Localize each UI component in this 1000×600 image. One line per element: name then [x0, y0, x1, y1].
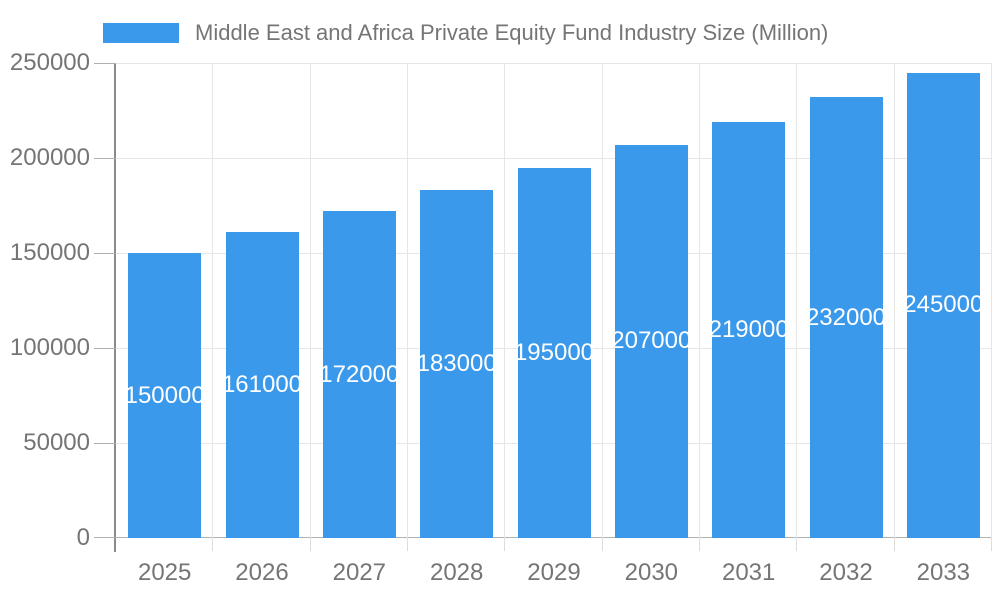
x-axis-label: 2031	[721, 559, 776, 586]
x-axis-label: 2028	[429, 559, 484, 586]
bar[interactable]	[906, 72, 980, 538]
legend-swatch-icon	[103, 23, 179, 43]
x-axis-label: 2027	[332, 559, 387, 586]
bar-value-label: 245000	[903, 291, 984, 319]
y-axis-label: 200000	[9, 144, 90, 171]
x-axis-label: 2029	[527, 559, 581, 586]
y-axis-label: 250000	[9, 49, 90, 76]
y-axis-label: 100000	[9, 334, 90, 361]
y-axis-label: 0	[76, 524, 90, 551]
x-tick	[601, 538, 603, 551]
gridline-vertical	[796, 63, 798, 538]
bar-value-label: 195000	[513, 338, 595, 366]
bar-value-label: 232000	[805, 303, 887, 331]
bar[interactable]	[225, 232, 299, 538]
x-axis-label: 2025	[137, 559, 192, 586]
gridline-vertical	[407, 63, 408, 538]
bar[interactable]	[614, 144, 688, 538]
bar[interactable]	[420, 190, 494, 538]
y-tick	[94, 63, 116, 64]
bar[interactable]	[128, 253, 202, 538]
x-tick	[699, 538, 700, 551]
chart-legend: Middle East and Africa Private Equity Fu…	[0, 0, 1000, 55]
bar[interactable]	[517, 167, 591, 538]
x-tick	[407, 538, 408, 551]
y-tick	[94, 348, 116, 349]
bar[interactable]	[322, 211, 396, 538]
bar[interactable]	[809, 97, 883, 538]
gridline-vertical	[699, 63, 700, 538]
y-axis-line	[114, 63, 116, 552]
gridline-vertical	[309, 63, 311, 538]
gridline-vertical	[212, 63, 214, 538]
gridline-vertical	[893, 63, 895, 538]
bar-value-label: 219000	[708, 315, 789, 343]
x-tick	[893, 538, 895, 551]
bar-value-label: 207000	[611, 327, 692, 355]
bar-value-label: 172000	[319, 360, 400, 388]
bar-value-label: 150000	[124, 381, 205, 409]
x-tick	[991, 538, 992, 551]
bar-value-label: 161000	[221, 371, 303, 399]
x-axis-label: 2030	[624, 559, 679, 586]
x-tick	[212, 538, 214, 551]
y-tick	[94, 443, 116, 444]
y-axis-label: 150000	[9, 239, 90, 266]
gridline-vertical	[991, 63, 992, 538]
gridline	[116, 158, 992, 159]
y-tick	[94, 158, 116, 159]
gridline	[116, 63, 992, 64]
x-tick	[504, 538, 506, 551]
bar-value-label: 183000	[416, 350, 497, 378]
x-axis-label: 2032	[819, 559, 873, 586]
plot-area: 150000 2025 161000 2026 172000 2027 183000 2028…	[94, 63, 992, 586]
x-axis-label: 2026	[235, 559, 289, 586]
x-tick	[796, 538, 798, 551]
y-tick	[94, 537, 116, 538]
gridline-vertical	[601, 63, 603, 538]
y-tick	[94, 253, 116, 254]
y-axis-label: 50000	[23, 429, 90, 456]
legend-label: Middle East and Africa Private Equity Fu…	[195, 20, 829, 45]
gridline-vertical	[504, 63, 506, 538]
bar[interactable]	[712, 121, 786, 538]
x-tick	[309, 538, 311, 551]
x-axis-label: 2033	[916, 559, 971, 586]
